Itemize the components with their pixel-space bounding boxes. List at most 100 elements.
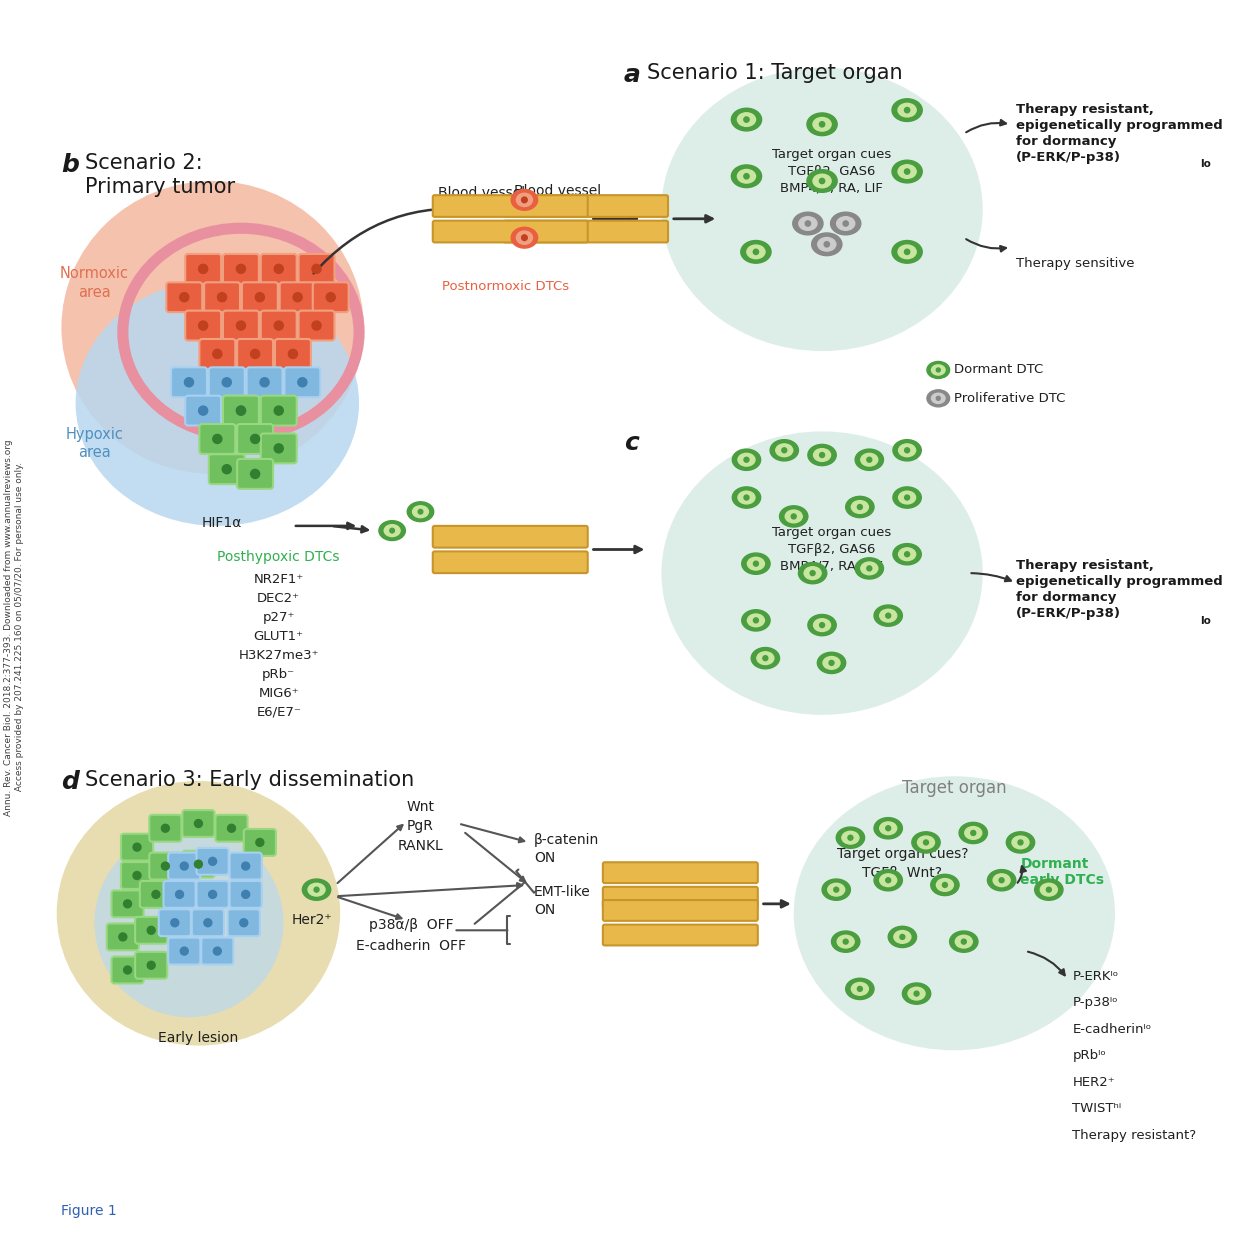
Text: E6/E7⁻: E6/E7⁻	[256, 706, 301, 718]
Ellipse shape	[241, 891, 250, 898]
Ellipse shape	[56, 781, 340, 1045]
Ellipse shape	[886, 878, 891, 883]
Ellipse shape	[95, 828, 284, 1017]
FancyBboxPatch shape	[222, 254, 259, 284]
Ellipse shape	[811, 232, 842, 256]
FancyBboxPatch shape	[238, 339, 272, 369]
Ellipse shape	[213, 435, 221, 443]
Ellipse shape	[874, 818, 902, 839]
Ellipse shape	[256, 839, 264, 847]
Ellipse shape	[661, 68, 982, 352]
Ellipse shape	[961, 939, 966, 945]
FancyBboxPatch shape	[275, 339, 311, 369]
Ellipse shape	[180, 862, 189, 870]
Ellipse shape	[836, 826, 865, 848]
Ellipse shape	[866, 566, 871, 571]
Ellipse shape	[842, 221, 849, 226]
Ellipse shape	[918, 836, 935, 849]
Ellipse shape	[846, 496, 874, 517]
Ellipse shape	[971, 830, 976, 835]
Ellipse shape	[152, 891, 160, 898]
Ellipse shape	[812, 118, 831, 131]
Ellipse shape	[1040, 883, 1058, 896]
Ellipse shape	[312, 264, 321, 274]
Ellipse shape	[874, 605, 902, 627]
Ellipse shape	[889, 926, 916, 947]
Ellipse shape	[936, 878, 954, 892]
Ellipse shape	[955, 936, 972, 948]
Ellipse shape	[195, 860, 202, 868]
Ellipse shape	[992, 874, 1010, 887]
Ellipse shape	[738, 170, 755, 183]
FancyBboxPatch shape	[199, 339, 235, 369]
Ellipse shape	[936, 368, 940, 372]
FancyBboxPatch shape	[602, 863, 758, 883]
Ellipse shape	[899, 443, 915, 457]
Ellipse shape	[744, 457, 749, 462]
Ellipse shape	[914, 991, 919, 996]
Ellipse shape	[236, 264, 245, 274]
Ellipse shape	[818, 652, 846, 673]
Ellipse shape	[754, 249, 759, 255]
Ellipse shape	[1006, 831, 1035, 853]
FancyBboxPatch shape	[135, 917, 168, 943]
Ellipse shape	[762, 656, 768, 661]
FancyBboxPatch shape	[201, 938, 234, 965]
Ellipse shape	[754, 618, 759, 623]
FancyBboxPatch shape	[169, 938, 200, 965]
Ellipse shape	[195, 820, 202, 828]
Ellipse shape	[892, 440, 921, 461]
Text: EMT-like
ON: EMT-like ON	[534, 885, 590, 917]
Ellipse shape	[213, 349, 221, 358]
Text: NR2F1⁺: NR2F1⁺	[254, 573, 304, 587]
FancyBboxPatch shape	[149, 853, 181, 879]
Ellipse shape	[780, 506, 808, 528]
Ellipse shape	[751, 648, 780, 668]
Ellipse shape	[942, 883, 948, 888]
Ellipse shape	[831, 931, 860, 952]
Text: a: a	[624, 63, 640, 87]
Ellipse shape	[781, 448, 786, 452]
Ellipse shape	[738, 113, 755, 127]
FancyBboxPatch shape	[182, 810, 215, 836]
Text: P-ERKˡᵒ: P-ERKˡᵒ	[1072, 970, 1119, 983]
Text: Therapy resistant?: Therapy resistant?	[1072, 1129, 1196, 1142]
Text: H3K27me3⁺: H3K27me3⁺	[239, 648, 319, 662]
Ellipse shape	[892, 161, 922, 183]
FancyBboxPatch shape	[432, 551, 588, 573]
FancyBboxPatch shape	[602, 887, 758, 908]
Ellipse shape	[834, 887, 839, 892]
Text: Annu. Rev. Cancer Biol. 2018.2:377-393. Downloaded from www.annualreviews.org
 A: Annu. Rev. Cancer Biol. 2018.2:377-393. …	[5, 440, 24, 816]
Ellipse shape	[1017, 840, 1022, 845]
Ellipse shape	[898, 103, 916, 117]
Text: MIG6⁺: MIG6⁺	[259, 687, 299, 700]
Ellipse shape	[808, 113, 838, 136]
FancyBboxPatch shape	[185, 310, 221, 340]
Ellipse shape	[880, 874, 896, 887]
FancyBboxPatch shape	[171, 367, 208, 397]
Ellipse shape	[911, 831, 940, 853]
Ellipse shape	[379, 521, 405, 540]
FancyBboxPatch shape	[280, 283, 315, 313]
Ellipse shape	[511, 190, 538, 210]
Ellipse shape	[805, 221, 810, 226]
Text: lo: lo	[1200, 160, 1211, 170]
Text: Target organ cues
TGFβ2, GAS6
BMP4/7, RA, LIF: Target organ cues TGFβ2, GAS6 BMP4/7, RA…	[772, 148, 891, 195]
FancyBboxPatch shape	[285, 367, 320, 397]
FancyBboxPatch shape	[602, 924, 758, 946]
Ellipse shape	[794, 776, 1115, 1050]
Ellipse shape	[900, 934, 905, 939]
Ellipse shape	[931, 874, 959, 896]
Text: Scenario 3: Early dissemination: Scenario 3: Early dissemination	[85, 770, 414, 790]
FancyBboxPatch shape	[602, 901, 758, 921]
Ellipse shape	[274, 264, 284, 274]
Text: d: d	[61, 770, 79, 794]
Text: Scenario 2:
Primary tumor: Scenario 2: Primary tumor	[85, 153, 235, 197]
FancyBboxPatch shape	[222, 396, 259, 426]
Ellipse shape	[931, 393, 945, 403]
Ellipse shape	[308, 883, 325, 896]
FancyBboxPatch shape	[196, 880, 229, 908]
FancyBboxPatch shape	[191, 909, 224, 936]
Ellipse shape	[274, 443, 284, 453]
Ellipse shape	[240, 919, 248, 927]
